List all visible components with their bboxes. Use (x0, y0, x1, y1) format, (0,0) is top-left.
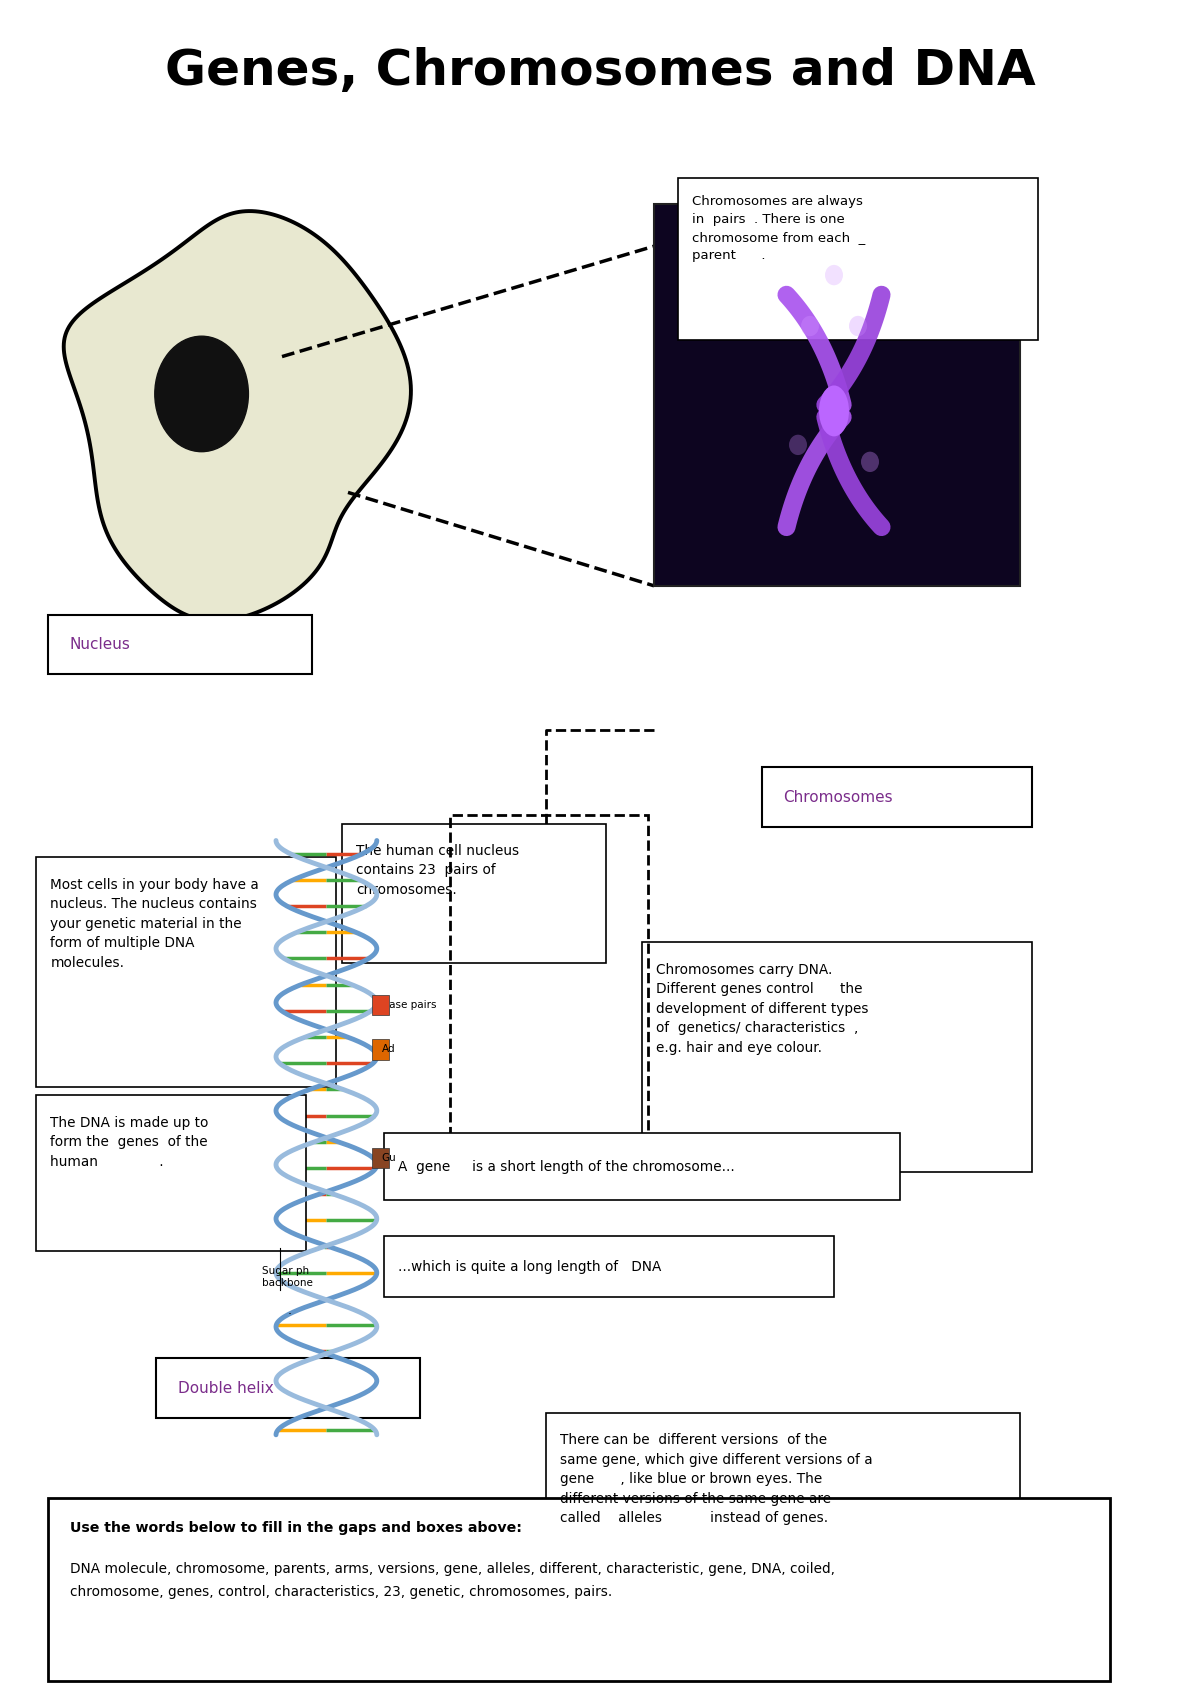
Ellipse shape (802, 316, 818, 336)
FancyBboxPatch shape (762, 767, 1032, 827)
Text: Chromosomes: Chromosomes (784, 790, 893, 805)
Text: Gu: Gu (382, 1153, 396, 1163)
Text: DNA molecule, chromosome, parents, arms, versions, gene, alleles, different, cha: DNA molecule, chromosome, parents, arms,… (70, 1562, 835, 1600)
Text: Chromosomes carry DNA.
Different genes control      the
development of different: Chromosomes carry DNA. Different genes c… (656, 963, 869, 1054)
Text: .: . (288, 1304, 292, 1318)
Text: The human cell nucleus
contains 23  pairs of
chromosomes.: The human cell nucleus contains 23 pairs… (356, 844, 520, 897)
Ellipse shape (850, 316, 866, 336)
Ellipse shape (155, 336, 248, 452)
Ellipse shape (818, 385, 848, 436)
FancyBboxPatch shape (156, 1358, 420, 1418)
Text: Ad: Ad (382, 1044, 395, 1054)
FancyBboxPatch shape (678, 178, 1038, 340)
FancyBboxPatch shape (48, 1498, 1110, 1681)
FancyBboxPatch shape (372, 1148, 389, 1168)
FancyBboxPatch shape (372, 1039, 389, 1060)
FancyBboxPatch shape (546, 1413, 1020, 1664)
Text: Most cells in your body have a
nucleus. The nucleus contains
your genetic materi: Most cells in your body have a nucleus. … (50, 878, 259, 970)
FancyBboxPatch shape (36, 1095, 306, 1251)
Ellipse shape (862, 452, 878, 472)
FancyBboxPatch shape (654, 204, 1020, 586)
Text: Double helix: Double helix (178, 1380, 274, 1396)
Ellipse shape (826, 265, 842, 285)
FancyBboxPatch shape (48, 615, 312, 674)
Ellipse shape (790, 435, 806, 455)
Text: Genes, Chromosomes and DNA: Genes, Chromosomes and DNA (164, 48, 1036, 95)
Text: There can be  different versions  of the
same gene, which give different version: There can be different versions of the s… (560, 1433, 874, 1525)
FancyBboxPatch shape (36, 857, 336, 1087)
Text: A  gene     is a short length of the chromosome...: A gene is a short length of the chromoso… (398, 1160, 736, 1173)
Text: Sugar ph
backbone: Sugar ph backbone (262, 1265, 312, 1289)
Text: The DNA is made up to
form the  genes  of the
human              .: The DNA is made up to form the genes of … (50, 1116, 209, 1168)
Text: Use the words below to fill in the gaps and boxes above:: Use the words below to fill in the gaps … (70, 1521, 522, 1535)
FancyBboxPatch shape (384, 1236, 834, 1297)
Text: Nucleus: Nucleus (70, 637, 131, 652)
Text: ...which is quite a long length of   DNA: ...which is quite a long length of DNA (398, 1260, 666, 1274)
FancyBboxPatch shape (642, 942, 1032, 1172)
FancyBboxPatch shape (384, 1133, 900, 1200)
FancyBboxPatch shape (342, 824, 606, 963)
Polygon shape (64, 211, 410, 621)
FancyBboxPatch shape (372, 995, 389, 1015)
Text: Base pairs: Base pairs (382, 1000, 436, 1010)
Text: Chromosomes are always
in  pairs  . There is one
chromosome from each  _
parent : Chromosomes are always in pairs . There … (692, 195, 865, 261)
